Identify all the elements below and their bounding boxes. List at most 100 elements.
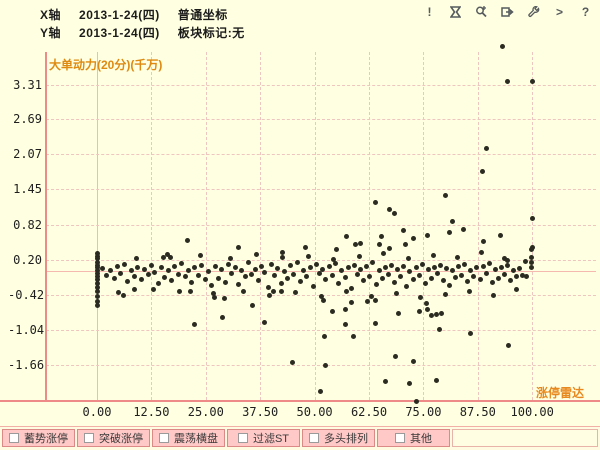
scatter-point: [395, 310, 401, 316]
scatter-point: [192, 265, 198, 271]
scatter-point: [103, 273, 109, 279]
scatter-point: [94, 253, 100, 259]
checkbox-icon[interactable]: [395, 433, 405, 443]
filter-item-5[interactable]: 其他: [377, 429, 450, 447]
scatter-point: [407, 268, 413, 274]
filter-bar: 蓄势涨停 突破涨停 震荡横盘 过滤ST 多头排列 其他: [0, 426, 600, 450]
scatter-point: [377, 242, 383, 248]
scatter-point: [249, 303, 255, 309]
filter-item-3[interactable]: 过滤ST: [227, 429, 300, 447]
gridline-vertical: [532, 52, 534, 400]
scatter-point: [468, 267, 474, 273]
corner-label: 涨停雷达: [536, 386, 585, 400]
filter-item-1[interactable]: 突破涨停: [77, 429, 150, 447]
filter-item-2[interactable]: 震荡横盘: [152, 429, 225, 447]
filter-item-0[interactable]: 蓄势涨停: [2, 429, 75, 447]
filter-bar-filler: [452, 429, 598, 447]
scatter-point: [280, 249, 286, 255]
scatter-point: [205, 268, 211, 274]
scatter-point: [486, 260, 492, 266]
toolbar: ! > ?: [423, 4, 592, 19]
scatter-point: [447, 282, 452, 288]
checkbox-icon[interactable]: [309, 433, 319, 443]
scatter-point: [413, 265, 419, 271]
help-icon[interactable]: ?: [581, 4, 590, 19]
filter-item-label: 多头排列: [324, 433, 368, 445]
scatter-point: [329, 272, 335, 278]
scatter-point: [94, 299, 100, 305]
scatter-point: [497, 232, 503, 238]
scatter-point: [440, 277, 446, 283]
scatter-point: [232, 264, 238, 270]
scatter-point: [444, 266, 449, 271]
scatter-point: [391, 210, 397, 216]
scatter-point: [151, 287, 157, 293]
scatter-point: [268, 262, 274, 267]
scatter-point: [373, 282, 379, 288]
scatter-point: [381, 251, 387, 257]
scatter-point: [182, 274, 188, 280]
checkbox-icon[interactable]: [159, 433, 169, 443]
scatter-point: [289, 360, 295, 366]
scatter-point: [272, 273, 278, 279]
scatter-point: [184, 238, 190, 244]
scatter-point: [94, 256, 100, 262]
scatter-point: [336, 281, 341, 287]
zoom-in-icon[interactable]: [475, 5, 488, 18]
checkbox-icon[interactable]: [9, 433, 19, 443]
scatter-point: [450, 219, 456, 225]
gridline-vertical: [97, 52, 98, 400]
scatter-point: [367, 273, 373, 279]
scatter-point: [529, 216, 535, 222]
scatter-point: [348, 285, 354, 291]
checkbox-icon[interactable]: [84, 433, 94, 443]
wrench-icon[interactable]: [527, 5, 540, 18]
gridline-horizontal: [46, 119, 596, 121]
arrow-right-icon[interactable]: >: [555, 4, 563, 19]
scatter-point: [177, 289, 183, 295]
scatter-point: [322, 362, 328, 368]
scatter-point: [507, 277, 513, 283]
scatter-point: [235, 281, 241, 287]
filter-item-4[interactable]: 多头排列: [302, 429, 375, 447]
scatter-point: [484, 146, 490, 152]
scatter-point: [212, 264, 218, 270]
y-tick-label: 0.82: [13, 218, 42, 232]
scatter-point: [227, 256, 233, 262]
export-icon[interactable]: [501, 5, 514, 18]
scatter-point: [158, 264, 164, 270]
scatter-point: [453, 275, 459, 280]
hourglass-icon[interactable]: [449, 5, 462, 18]
scatter-point: [350, 333, 356, 339]
scatter-point: [354, 271, 360, 277]
scatter-point: [249, 272, 254, 278]
scatter-point: [306, 253, 311, 259]
scatter-point: [252, 267, 258, 273]
scatter-point: [121, 262, 127, 267]
scatter-point: [479, 169, 485, 175]
scatter-point: [245, 260, 251, 266]
scatter-point: [278, 280, 284, 286]
scatter-point: [439, 310, 445, 316]
gridline-horizontal: [46, 154, 596, 156]
scatter-point: [434, 271, 440, 277]
scatter-point: [517, 266, 523, 271]
scatter-point: [94, 268, 100, 274]
scatter-point: [425, 267, 431, 273]
scatter-point: [410, 276, 416, 282]
scatter-point: [160, 255, 166, 261]
alert-icon[interactable]: !: [427, 4, 432, 19]
scatter-point: [342, 275, 348, 280]
scatter-point: [356, 254, 362, 260]
scatter-point: [331, 256, 337, 262]
scatter-point: [437, 263, 443, 269]
scatter-point: [431, 264, 437, 270]
scatter-point: [529, 247, 535, 253]
scatter-point: [307, 264, 313, 270]
scatter-point: [219, 315, 225, 321]
checkbox-icon[interactable]: [237, 433, 248, 443]
scatter-point: [447, 229, 453, 235]
scatter-point: [330, 309, 336, 315]
scatter-point: [116, 290, 122, 296]
